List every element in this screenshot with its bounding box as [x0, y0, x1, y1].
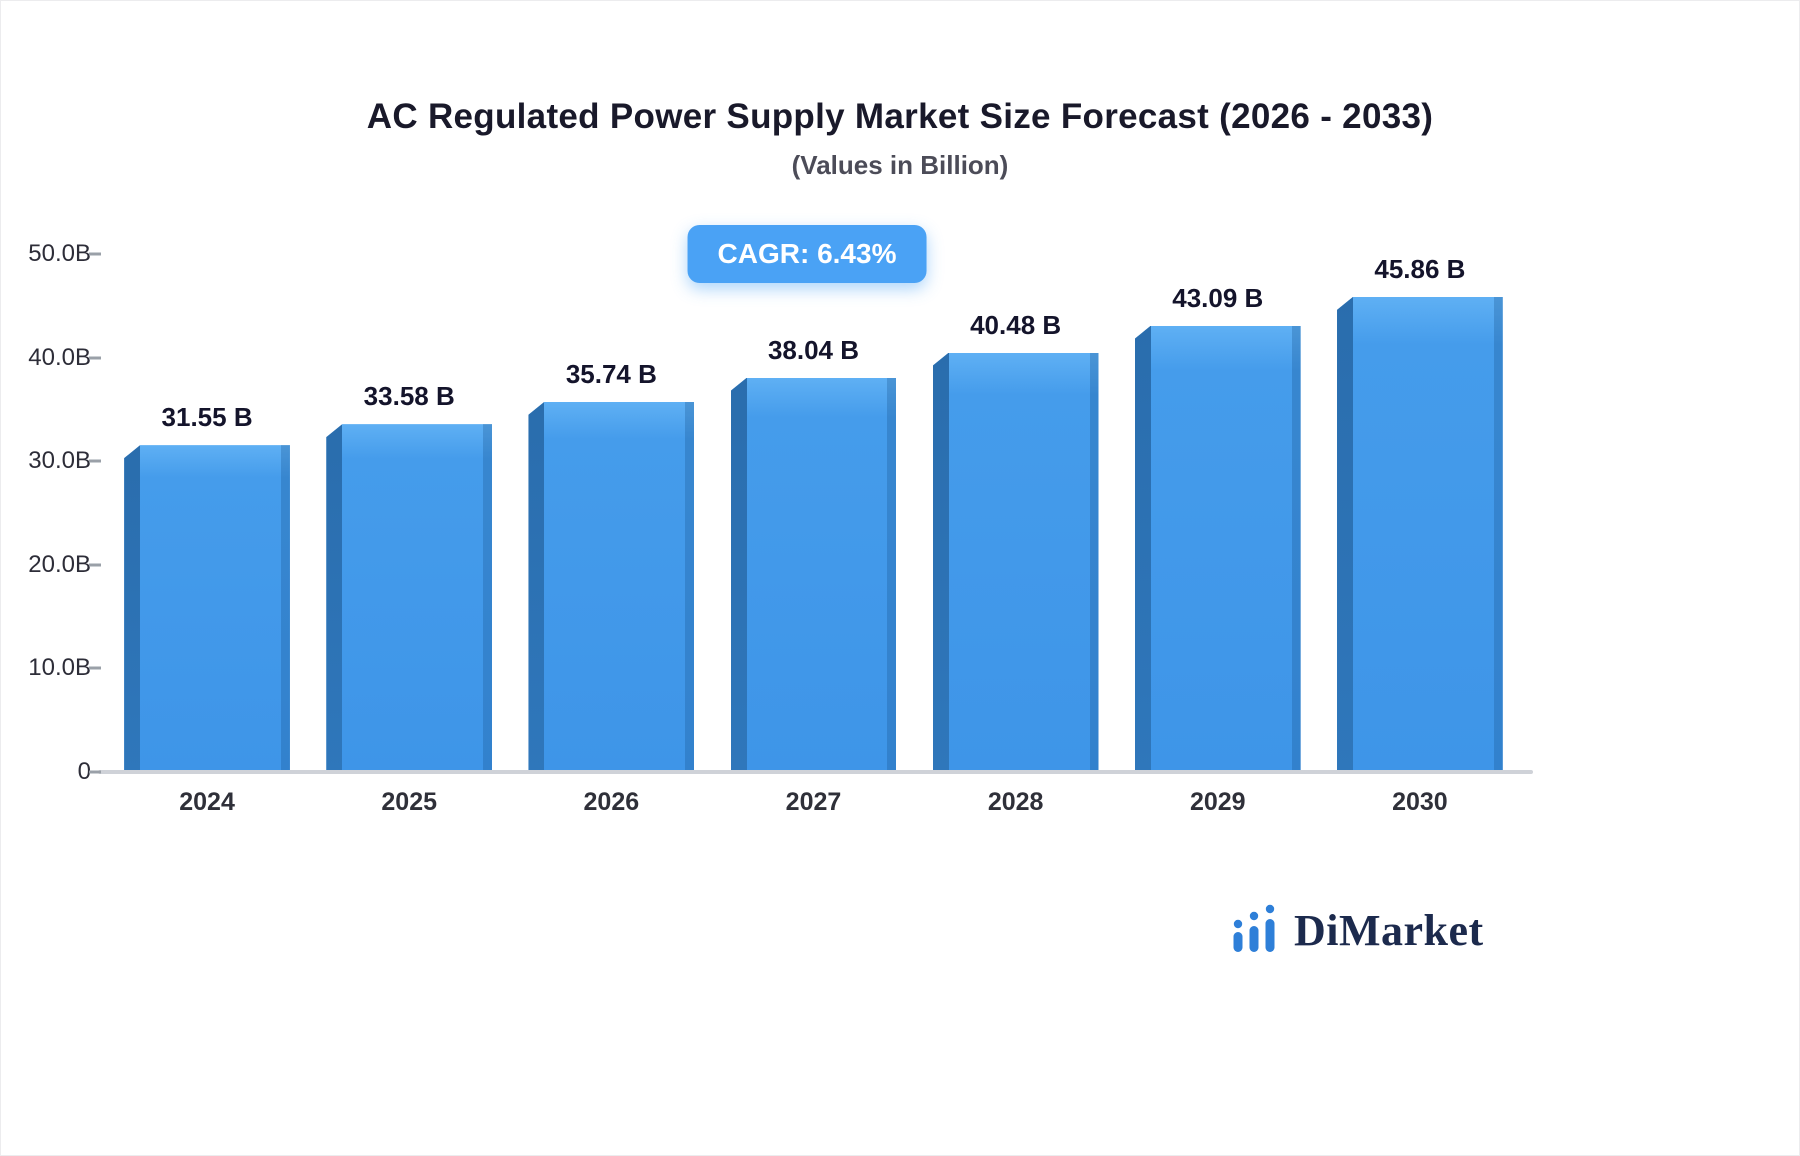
y-axis-tick-mark	[89, 459, 101, 463]
x-axis-tick-label: 2030	[1392, 788, 1448, 816]
bar-2027	[730, 377, 897, 772]
x-axis-tick-label: 2025	[381, 788, 438, 816]
y-axis-tick-mark	[89, 252, 101, 256]
bar-2030	[1337, 296, 1503, 772]
y-axis-tick-label: 30.0B	[28, 447, 91, 475]
bar-value-label: 43.09 B	[1172, 282, 1264, 313]
brand-logo-text: DiMarket	[1294, 906, 1484, 955]
bar-value-label: 35.74 B	[565, 358, 657, 389]
bar-group-2025: 33.58 B 2025	[308, 254, 510, 816]
x-axis-tick-label: 2027	[785, 788, 842, 816]
x-axis-line	[98, 770, 1533, 774]
y-axis-tick-label: 0	[77, 758, 91, 785]
y-axis-tick-mark	[89, 563, 101, 567]
chart-title: AC Regulated Power Supply Market Size Fo…	[366, 97, 1434, 136]
bar-2026	[528, 401, 695, 772]
y-axis-tick-mark	[89, 666, 101, 670]
chart-subtitle: (Values in Billion)	[791, 150, 1009, 180]
bar-group-2030: 45.86 B 2030	[1319, 253, 1521, 816]
bar-value-label: 40.48 B	[970, 309, 1062, 340]
bar-chart-dots-icon	[1229, 902, 1281, 959]
bar-group-2027: 38.04 B 2027	[712, 254, 914, 816]
x-axis-tick-label: 2026	[583, 788, 640, 816]
y-axis: 0 10.0B 20.0B 30.0B 40.0B 50.0B	[9, 240, 91, 785]
y-axis-tick-label: 40.0B	[28, 343, 91, 371]
bar-value-label: 38.04 B	[767, 334, 860, 365]
bar-2029	[1134, 325, 1301, 772]
bar-2028	[932, 352, 1099, 772]
bar-value-label: 45.86 B	[1374, 253, 1466, 284]
plot-area: 31.55 B 2024 33.58 B 2025 35.74 B 2026 38.04 B…	[89, 252, 1533, 816]
y-axis-tick-label: 50.0B	[28, 240, 91, 267]
brand-logo: DiMarket	[1229, 902, 1484, 959]
x-axis-tick-label: 2028	[987, 788, 1044, 816]
bar-group-2028: 40.48 B 2028	[915, 254, 1117, 816]
y-axis-tick-mark	[89, 356, 101, 360]
y-axis-tick-label: 20.0B	[28, 550, 91, 578]
bar-2025	[326, 424, 493, 772]
x-axis-tick-label: 2029	[1189, 788, 1246, 816]
bar-2024	[124, 445, 290, 772]
bar-value-label: 31.55 B	[161, 402, 253, 433]
y-axis-tick-mark	[89, 770, 101, 774]
cagr-badge: CAGR: 6.43%	[687, 225, 927, 283]
y-axis-tick-label: 10.0B	[28, 654, 91, 682]
bar-group-2026: 35.74 B 2026	[510, 254, 712, 816]
bar-group-2029: 43.09 B 2029	[1117, 254, 1319, 816]
x-axis-tick-label: 2024	[179, 788, 235, 816]
bar-group-2024: 31.55 B 2024	[106, 254, 308, 816]
bars: 31.55 B 2024 33.58 B 2025 35.74 B 2026 38.04 B…	[106, 253, 1521, 816]
bar-value-label: 33.58 B	[363, 381, 455, 412]
